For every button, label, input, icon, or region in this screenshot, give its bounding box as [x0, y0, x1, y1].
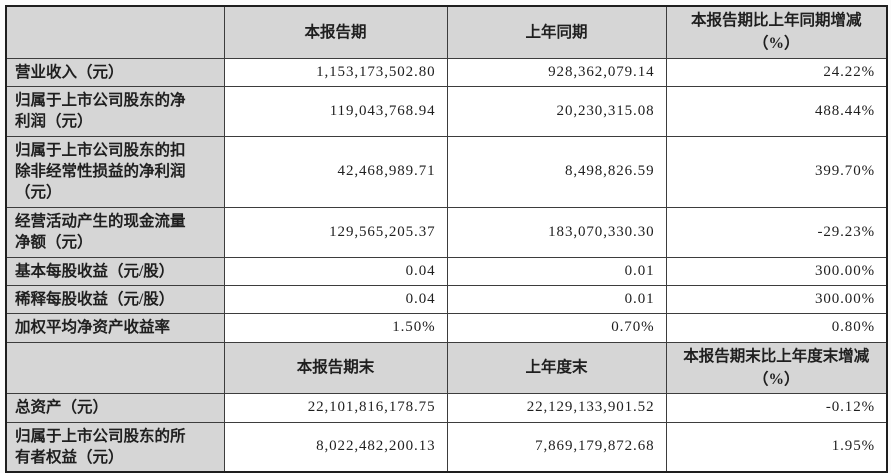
header-empty-cell — [5, 5, 225, 59]
row-label: 基本每股收益（元/股） — [5, 256, 225, 286]
row-label: 营业收入（元） — [5, 57, 225, 87]
prior-value: 8,498,826.59 — [446, 135, 667, 208]
financial-summary-table-wrap: 本报告期 上年同期 本报告期比上年同期增减 （%） 营业收入（元） 1,153,1… — [5, 5, 888, 473]
table-row-net-profit-excl-nonrecurring: 归属于上市公司股东的扣除非经常性损益的净利润（元） 42,468,989.71 … — [5, 135, 888, 208]
table-row-weighted-avg-roe: 加权平均净资产收益率 1.50% 0.70% 0.80% — [5, 313, 888, 343]
current-value: 1,153,173,502.80 — [223, 57, 448, 87]
table-row-basic-eps: 基本每股收益（元/股） 0.04 0.01 300.00% — [5, 256, 888, 286]
row-label: 总资产（元） — [5, 393, 225, 423]
change-value: 1.95% — [665, 421, 888, 473]
table-row-operating-cash-flow: 经营活动产生的现金流量净额（元） 129,565,205.37 183,070,… — [5, 206, 888, 258]
prior-value: 928,362,079.14 — [446, 57, 667, 87]
header-prior-period: 上年同期 — [446, 5, 667, 59]
table-row-shareholders-equity: 归属于上市公司股东的所有者权益（元） 8,022,482,200.13 7,86… — [5, 421, 888, 473]
header-period-change-line1: 本报告期比上年同期增减 — [690, 12, 862, 29]
header-row-yearend: 本报告期末 上年度末 本报告期末比上年度末增减 （%） — [5, 341, 888, 395]
header-current-period-end: 本报告期末 — [223, 341, 448, 395]
header-current-period: 本报告期 — [223, 5, 448, 59]
current-value: 0.04 — [223, 256, 448, 286]
change-value: -0.12% — [665, 393, 888, 423]
change-value: 300.00% — [665, 284, 888, 315]
change-value: 300.00% — [665, 256, 888, 286]
header-yearend-change: 本报告期末比上年度末增减 （%） — [665, 341, 888, 395]
change-value: -29.23% — [665, 206, 888, 258]
table-row-diluted-eps: 稀释每股收益（元/股） 0.04 0.01 300.00% — [5, 284, 888, 315]
header-period-change-line2: （%） — [752, 35, 800, 53]
row-label: 加权平均净资产收益率 — [5, 313, 225, 343]
prior-value: 0.70% — [446, 313, 667, 343]
change-value: 488.44% — [665, 85, 888, 137]
prior-value: 0.01 — [446, 256, 667, 286]
header-yearend-change-line1: 本报告期末比上年度末增减 — [683, 347, 870, 365]
header-prior-year-end: 上年度末 — [446, 341, 667, 395]
header-empty-cell — [5, 341, 225, 395]
change-value: 24.22% — [665, 57, 888, 87]
prior-value: 20,230,315.08 — [446, 85, 667, 137]
header-yearend-change-line2: （%） — [752, 370, 800, 388]
current-value: 119,043,768.94 — [223, 85, 448, 137]
row-label: 归属于上市公司股东的扣除非经常性损益的净利润（元） — [5, 135, 225, 208]
table-row-total-assets: 总资产（元） 22,101,816,178.75 22,129,133,901.… — [5, 393, 888, 423]
current-value: 42,468,989.71 — [223, 135, 448, 208]
row-label: 经营活动产生的现金流量净额（元） — [5, 206, 225, 258]
prior-value: 0.01 — [446, 284, 667, 315]
current-value: 0.04 — [223, 284, 448, 315]
current-value: 8,022,482,200.13 — [223, 421, 448, 473]
current-value: 129,565,205.37 — [223, 206, 448, 258]
change-value: 399.70% — [665, 135, 888, 208]
row-label: 归属于上市公司股东的净利润（元） — [5, 85, 225, 137]
header-row-period: 本报告期 上年同期 本报告期比上年同期增减 （%） — [5, 5, 888, 59]
table-row-operating-revenue: 营业收入（元） 1,153,173,502.80 928,362,079.14 … — [5, 57, 888, 87]
table-row-net-profit: 归属于上市公司股东的净利润（元） 119,043,768.94 20,230,3… — [5, 85, 888, 137]
prior-value: 22,129,133,901.52 — [446, 393, 667, 423]
row-label: 稀释每股收益（元/股） — [5, 284, 225, 315]
change-value: 0.80% — [665, 313, 888, 343]
prior-value: 7,869,179,872.68 — [446, 421, 667, 473]
row-label: 归属于上市公司股东的所有者权益（元） — [5, 421, 225, 473]
financial-summary-table: 本报告期 上年同期 本报告期比上年同期增减 （%） 营业收入（元） 1,153,1… — [5, 5, 888, 473]
prior-value: 183,070,330.30 — [446, 206, 667, 258]
current-value: 1.50% — [223, 313, 448, 343]
current-value: 22,101,816,178.75 — [223, 393, 448, 423]
header-period-change: 本报告期比上年同期增减 （%） — [665, 5, 888, 59]
